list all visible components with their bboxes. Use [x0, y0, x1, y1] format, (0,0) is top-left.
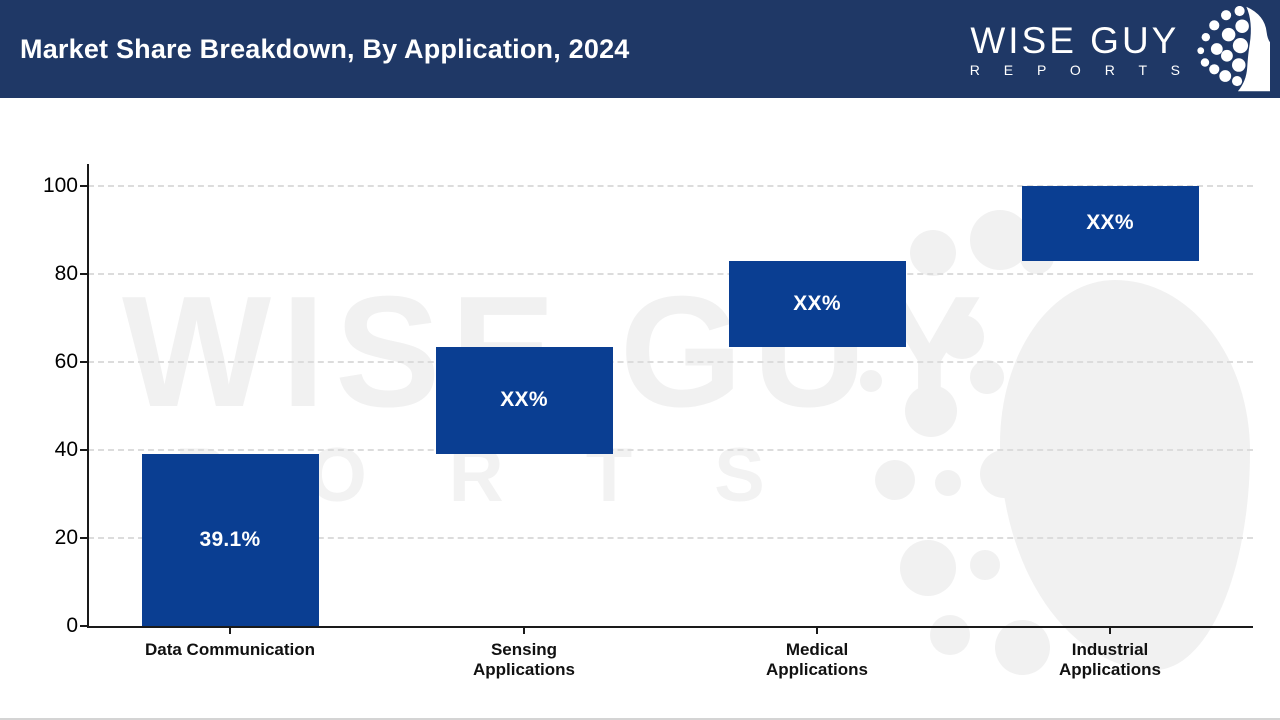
x-axis-category-label: Data Communication [144, 640, 316, 659]
x-axis-tick-mark [229, 627, 231, 634]
bar-value-label: XX% [793, 291, 841, 315]
y-axis-tick-mark [80, 449, 88, 451]
gridline-y80 [88, 273, 1253, 275]
y-axis-tick-label: 100 [42, 174, 78, 197]
y-axis-tick-label: 80 [54, 262, 78, 285]
bar-value-label: XX% [500, 388, 548, 412]
y-axis-tick-label: 40 [54, 438, 78, 461]
gridline-y20 [88, 537, 1253, 539]
bottom-border [0, 718, 1280, 720]
y-axis-line [87, 164, 89, 628]
watermark-face-graphic [850, 210, 1270, 680]
wiseguy-logo: WISE GUY R E P O R T S [960, 6, 1270, 92]
y-axis-tick-mark [80, 185, 88, 187]
header-bar: Market Share Breakdown, By Application, … [0, 0, 1280, 98]
bar-industrial-applications: XX% [1021, 186, 1199, 261]
wiseguy-face-icon [1197, 6, 1270, 92]
logo-reports-label: R E P O R T S [969, 61, 1190, 78]
y-axis-tick-label: 20 [54, 526, 78, 549]
logo-wiseguy-label: WISE GUY [970, 19, 1180, 61]
page-title: Market Share Breakdown, By Application, … [20, 33, 630, 64]
y-axis-tick-label: 60 [54, 350, 78, 373]
gridline-y100 [88, 185, 1253, 187]
y-axis-tick-label: 0 [66, 614, 78, 637]
bar-data-communication: 39.1% [141, 453, 319, 626]
x-axis-category-label: Medical Applications [765, 640, 868, 679]
bar-medical-applications: XX% [728, 260, 906, 348]
market-share-waterfall-chart: 0 20 40 60 80 100 39.1% XX% XX% XX% Data Communica… [0, 98, 1280, 720]
wiseguy-logo-text: WISE GUY R E P O R T S [960, 19, 1190, 78]
x-axis-category-label: Sensing Applications [472, 640, 575, 679]
x-axis-tick-mark [816, 627, 818, 634]
bar-value-label: XX% [1086, 211, 1134, 235]
x-axis-category-label: Industrial Applications [1058, 640, 1161, 679]
y-axis-tick-mark [80, 537, 88, 539]
bar-sensing-applications: XX% [435, 347, 613, 454]
x-axis-tick-mark [523, 627, 525, 634]
x-axis-line [87, 626, 1253, 628]
bar-value-label: 39.1% [199, 527, 261, 551]
y-axis-tick-mark [80, 273, 88, 275]
y-axis-tick-mark [80, 361, 88, 363]
y-axis-tick-mark [80, 625, 88, 627]
gridline-y40 [88, 449, 1253, 451]
gridline-y60 [88, 361, 1253, 363]
x-axis-tick-mark [1109, 627, 1111, 634]
